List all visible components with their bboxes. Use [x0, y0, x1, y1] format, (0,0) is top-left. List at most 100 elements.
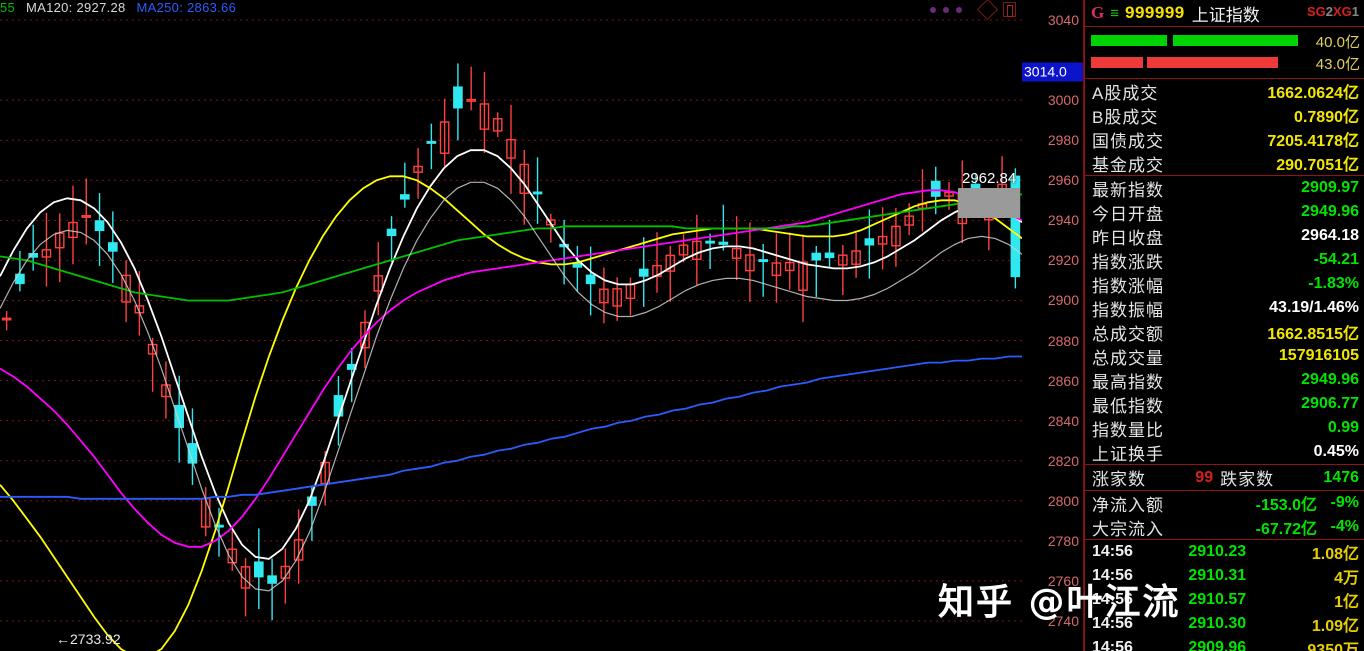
crosshair-price-label: 2962.84 [962, 170, 1017, 187]
flow-amount: -153.0亿 [1255, 497, 1317, 514]
buy-bar-label: 40.0亿 [1315, 34, 1360, 51]
chart-toolbar[interactable] [930, 0, 1016, 21]
row-value: 0.45% [1313, 443, 1359, 460]
tick-row[interactable]: 14:56 2910.23 1.08亿 [1085, 540, 1364, 564]
price-tick: 2980 [1047, 132, 1079, 149]
tick-volume: 1.09亿 [1311, 618, 1359, 635]
moving-average-legend: 55 MA120: 2927.28 MA250: 2863.66 [0, 0, 243, 18]
sell-bar-label: 43.0亿 [1315, 56, 1360, 73]
menu-dots-icon[interactable] [930, 6, 962, 13]
price-tick: 2960 [1047, 172, 1079, 189]
decliners-count: 1476 [1323, 468, 1359, 486]
row-label: 国债成交 [1092, 131, 1164, 151]
buy-bar-segment-2 [1173, 35, 1298, 46]
row-value: -1.83% [1308, 275, 1359, 292]
symbol-name: 上证指数 [1191, 5, 1260, 25]
table-row: 总成交量 157916105 [1085, 344, 1364, 368]
price-tick: 2820 [1047, 452, 1079, 469]
buy-bar-segment-1 [1091, 35, 1167, 46]
price-tick-highlighted: 3014.0 [1022, 62, 1083, 82]
table-row: 指数涨跌 -54.21 [1085, 248, 1364, 272]
tick-tape-section[interactable]: 14:56 2910.23 1.08亿 14:56 2910.31 4万 14:56 2910… [1085, 540, 1364, 651]
turnover-section: A股成交 1662.0624亿 B股成交 0.7890亿 国债成交 7205.4178亿基… [1085, 79, 1364, 176]
tick-time: 14:56 [1092, 639, 1133, 651]
capital-flow-row: 净流入额 -153.0亿 -9% [1085, 491, 1364, 515]
tick-price: 2910.57 [1188, 591, 1247, 608]
sell-bar-segment-2 [1147, 57, 1278, 68]
flow-label: 净流入额 [1092, 495, 1164, 515]
badge-sg: SG [1306, 4, 1326, 19]
row-label: 指数振幅 [1092, 300, 1164, 320]
breadth-section: 涨家数 99 跌家数 1476 [1085, 465, 1364, 491]
sell-bar-row: 43.0亿 [1085, 54, 1364, 73]
row-value: 2906.77 [1301, 395, 1359, 412]
table-row: A股成交 1662.0624亿 [1085, 79, 1364, 103]
tick-row[interactable]: 14:56 2909.96 9350万 [1085, 636, 1364, 651]
row-label: 指数量比 [1092, 420, 1164, 440]
tick-row[interactable]: 14:56 2910.57 1亿 [1085, 588, 1364, 612]
badge-xg-n: 1 [1351, 4, 1359, 19]
row-label: 总成交量 [1092, 348, 1164, 368]
tick-price: 2909.96 [1188, 639, 1247, 651]
flow-percent: -4% [1330, 518, 1359, 535]
badge-xg: XG [1332, 4, 1352, 19]
capital-flow-row: 大宗流入 -67.72亿 -4% [1085, 515, 1364, 539]
tick-price: 2910.23 [1188, 543, 1247, 560]
row-value: 7205.4178亿 [1267, 133, 1359, 150]
price-tick: 2920 [1047, 252, 1079, 269]
ma120-legend: MA120: 2927.28 [25, 0, 126, 15]
row-label: 上证换手 [1092, 444, 1164, 464]
g-badge-icon: G [1091, 3, 1105, 22]
table-row: 昨日收盘 2964.18 [1085, 224, 1364, 248]
crosshair-highlight-box [958, 188, 1020, 218]
price-axis: 3040 3000 2980 2960 2940 2920 2900 2880 2860 2840… [1022, 0, 1084, 651]
row-label: 最低指数 [1092, 396, 1164, 416]
price-tick: 2880 [1047, 332, 1079, 349]
tick-price: 2910.30 [1188, 615, 1247, 632]
row-value: 2949.96 [1301, 371, 1359, 388]
quote-panel: G ≡ 999999 上证指数 SG2XG1 40.0亿 43.0亿 A股成交 1… [1084, 0, 1364, 651]
row-label: 指数涨幅 [1092, 276, 1164, 296]
period-low-marker: ←2733.92 [56, 631, 121, 647]
row-label: 最高指数 [1092, 372, 1164, 392]
row-value: 2949.96 [1301, 203, 1359, 220]
row-value: 157916105 [1278, 347, 1359, 364]
advance-decline-row: 涨家数 99 跌家数 1476 [1085, 465, 1364, 490]
ma250-legend: MA250: 2863.66 [136, 0, 237, 15]
tick-row[interactable]: 14:56 2910.30 1.09亿 [1085, 612, 1364, 636]
flow-percent: -9% [1330, 494, 1359, 511]
row-label: 今日开盘 [1092, 204, 1164, 224]
price-tick: 2840 [1047, 412, 1079, 429]
window-icon[interactable] [1003, 2, 1016, 17]
row-value: 1662.8515亿 [1267, 326, 1359, 343]
decliners-label: 跌家数 [1220, 470, 1275, 489]
table-row: 上证换手 0.45% [1085, 440, 1364, 464]
row-value: 2909.97 [1301, 179, 1359, 196]
table-row: 今日开盘 2949.96 [1085, 200, 1364, 224]
table-row: 指数涨幅 -1.83% [1085, 272, 1364, 296]
advancers-count: 99 [1195, 468, 1214, 486]
row-label: A股成交 [1092, 83, 1159, 103]
advancers-label: 涨家数 [1092, 470, 1146, 489]
hamburger-icon[interactable]: ≡ [1110, 4, 1119, 22]
table-row: 指数振幅 43.19/1.46% [1085, 296, 1364, 320]
table-row: 总成交额 1662.8515亿 [1085, 320, 1364, 344]
panel-header: G ≡ 999999 上证指数 SG2XG1 [1085, 0, 1364, 27]
row-value: 290.7051亿 [1276, 157, 1359, 174]
badge-sg-n: 2 [1325, 4, 1333, 19]
tick-volume: 1亿 [1334, 594, 1359, 611]
row-value: -54.21 [1313, 251, 1359, 268]
row-label: 指数涨跌 [1092, 252, 1164, 272]
row-value: 2964.18 [1301, 227, 1359, 244]
symbol-code: 999999 [1125, 3, 1185, 22]
price-tick: 3040 [1047, 12, 1079, 29]
tick-row[interactable]: 14:56 2910.31 4万 [1085, 564, 1364, 588]
flow-label: 大宗流入 [1092, 519, 1164, 539]
table-row: 最高指数 2949.96 [1085, 368, 1364, 392]
candlestick-chart-area[interactable]: 55 MA120: 2927.28 MA250: 2863.66 2962.84… [0, 0, 1022, 651]
price-tick: 2900 [1047, 292, 1079, 309]
tick-volume: 1.08亿 [1311, 546, 1359, 563]
sell-bar-segment-1 [1091, 57, 1143, 68]
row-label: B股成交 [1092, 107, 1159, 127]
